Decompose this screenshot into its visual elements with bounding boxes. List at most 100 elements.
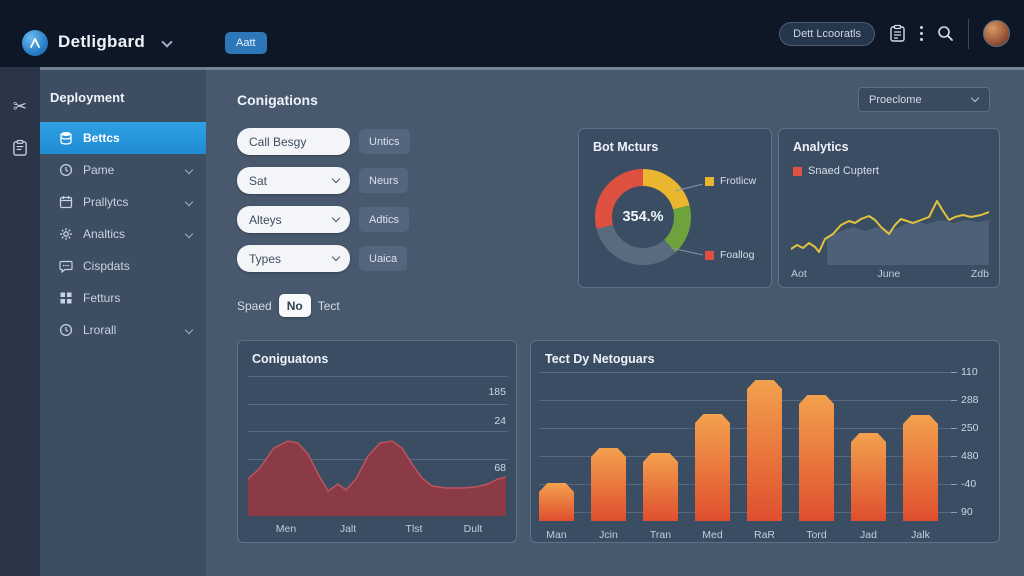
app-logo-icon[interactable]	[22, 30, 48, 56]
sidebar-item-lrorall[interactable]: Lrorall	[40, 314, 206, 346]
gridline	[539, 456, 951, 457]
grid-icon	[58, 291, 73, 306]
sidebar-item-prallytcs[interactable]: Prallytcs	[40, 186, 206, 218]
button-neurs[interactable]: Neurs	[359, 168, 409, 193]
line-chart	[790, 187, 990, 270]
card-title: Tect Dy Netoguars	[545, 352, 655, 366]
clock-icon	[58, 163, 73, 178]
calendar-icon	[58, 195, 73, 210]
button-untics[interactable]: Untics	[359, 129, 410, 154]
sidebar-item-label: Prallytcs	[83, 195, 129, 209]
axis-tick	[951, 484, 957, 485]
topbar-actions: Dett Lcooratls	[779, 0, 1010, 67]
sidebar-item-pame[interactable]: Pame	[40, 154, 206, 186]
control-value: Types	[249, 251, 282, 266]
form-row: Call Besgy Untics	[237, 128, 410, 155]
clipboard-icon[interactable]	[0, 139, 40, 157]
y-axis-label: 68	[494, 462, 506, 474]
input-call-besgy[interactable]: Call Besgy	[237, 128, 350, 155]
sidebar-item-analtics[interactable]: Analtics	[40, 218, 206, 250]
form-row: Sat Neurs	[237, 167, 410, 194]
donut-center-value: 354.%	[622, 209, 664, 225]
form-row: Alteys Adtics	[237, 206, 410, 233]
status-pill-button[interactable]: Dett Lcooratls	[779, 21, 875, 46]
select-types[interactable]: Types	[237, 245, 350, 272]
gridline	[248, 431, 508, 432]
y-axis-label: 90	[961, 506, 973, 518]
gridline	[248, 376, 508, 377]
sidebar-item-label: Fetturs	[83, 291, 121, 305]
y-axis-label: 24	[494, 415, 506, 427]
analytics-card: Analytics Snaed Cuptert Aot June Zdb	[778, 128, 1000, 288]
sidebar: Deployment Bettcs Pame Prallytcs Analtics Ci…	[40, 67, 206, 576]
bar-med	[695, 414, 730, 521]
toggle-no-button[interactable]: No	[278, 294, 311, 317]
sidebar-item-cispdats[interactable]: Cispdats	[40, 250, 206, 282]
sidebar-item-fetturs[interactable]: Fetturs	[40, 282, 206, 314]
control-value: Alteys	[249, 212, 282, 227]
aatt-button[interactable]: Aatt	[225, 32, 267, 54]
bar-tord	[799, 395, 834, 521]
database-icon	[58, 131, 73, 146]
legend-label: Foallog	[720, 249, 755, 261]
legend-item-foallog: Foallog	[705, 249, 754, 261]
y-axis-label: 288	[961, 394, 979, 406]
button-uaica[interactable]: Uaica	[359, 246, 408, 271]
button-adtics[interactable]: Adtics	[359, 207, 409, 232]
user-avatar[interactable]	[983, 20, 1010, 47]
kebab-menu-icon[interactable]	[920, 26, 923, 41]
sidebar-nav: Bettcs Pame Prallytcs Analtics Cispdats Fettu…	[40, 122, 206, 346]
scissors-icon[interactable]: ✂	[12, 97, 28, 116]
chevron-down-icon[interactable]	[161, 36, 173, 48]
chevron-down-icon	[331, 174, 341, 184]
x-axis-label: Men	[275, 523, 297, 535]
axis-tick	[951, 372, 957, 373]
sidebar-item-label: Analtics	[83, 227, 126, 241]
axis-tick	[951, 456, 957, 457]
config-form: Call Besgy Untics Sat Neurs Alteys Adtics Type…	[237, 128, 410, 284]
bot-meters-card: Bot Mcturs 354.% Frotlicw Foallog	[578, 128, 772, 288]
y-axis-label: 110	[961, 366, 978, 378]
clock-icon	[58, 323, 73, 338]
y-axis-label: -40	[961, 478, 977, 490]
x-axis-label: Jad	[860, 529, 877, 541]
x-axis-label: Tord	[806, 529, 827, 541]
icon-rail: ✂	[0, 67, 40, 576]
clipboard-icon[interactable]	[889, 24, 906, 43]
chevron-down-icon	[331, 252, 341, 262]
x-axis-label: Aot	[791, 268, 807, 280]
x-axis-label: Tlst	[405, 523, 423, 535]
bar-chart-card: Tect Dy Netoguars Man Jcin Tran Med RaR Tord J…	[530, 340, 1000, 543]
sidebar-item-label: Bettcs	[83, 131, 120, 145]
legend-swatch	[793, 166, 802, 176]
gridline	[539, 512, 951, 513]
chevron-down-icon	[184, 165, 194, 175]
chevron-down-icon	[184, 197, 194, 207]
divider	[968, 18, 969, 49]
y-axis-label: 250	[961, 422, 979, 434]
x-axis-label: Med	[702, 529, 723, 541]
select-sat[interactable]: Sat	[237, 167, 350, 194]
x-axis-label: Man	[546, 529, 567, 541]
legend-swatch	[705, 176, 714, 186]
card-title: Coniguatons	[252, 352, 329, 366]
topbar: Detligbard Aatt Dett Lcooratls	[0, 0, 1024, 67]
y-axis-label: 185	[488, 386, 506, 398]
legend-label: Frotlicw	[720, 175, 757, 187]
search-icon[interactable]	[937, 25, 954, 42]
x-axis-label: Dult	[463, 523, 483, 535]
legend-item-frotlicw: Frotlicw	[705, 175, 756, 187]
bar-rar	[747, 380, 782, 521]
legend-swatch	[705, 250, 714, 260]
card-title: Analytics	[793, 140, 849, 154]
select-alteys[interactable]: Alteys	[237, 206, 350, 233]
app-title: Detligbard	[58, 32, 146, 51]
chevron-down-icon	[184, 325, 194, 335]
timeframe-dropdown[interactable]: Proeclome	[858, 87, 990, 112]
gear-icon	[58, 227, 73, 242]
sidebar-item-label: Pame	[83, 163, 115, 177]
x-axis-label: Zdb	[970, 268, 989, 280]
x-axis-label: Tran	[649, 529, 672, 541]
sidebar-item-bettcs[interactable]: Bettcs	[40, 122, 206, 154]
